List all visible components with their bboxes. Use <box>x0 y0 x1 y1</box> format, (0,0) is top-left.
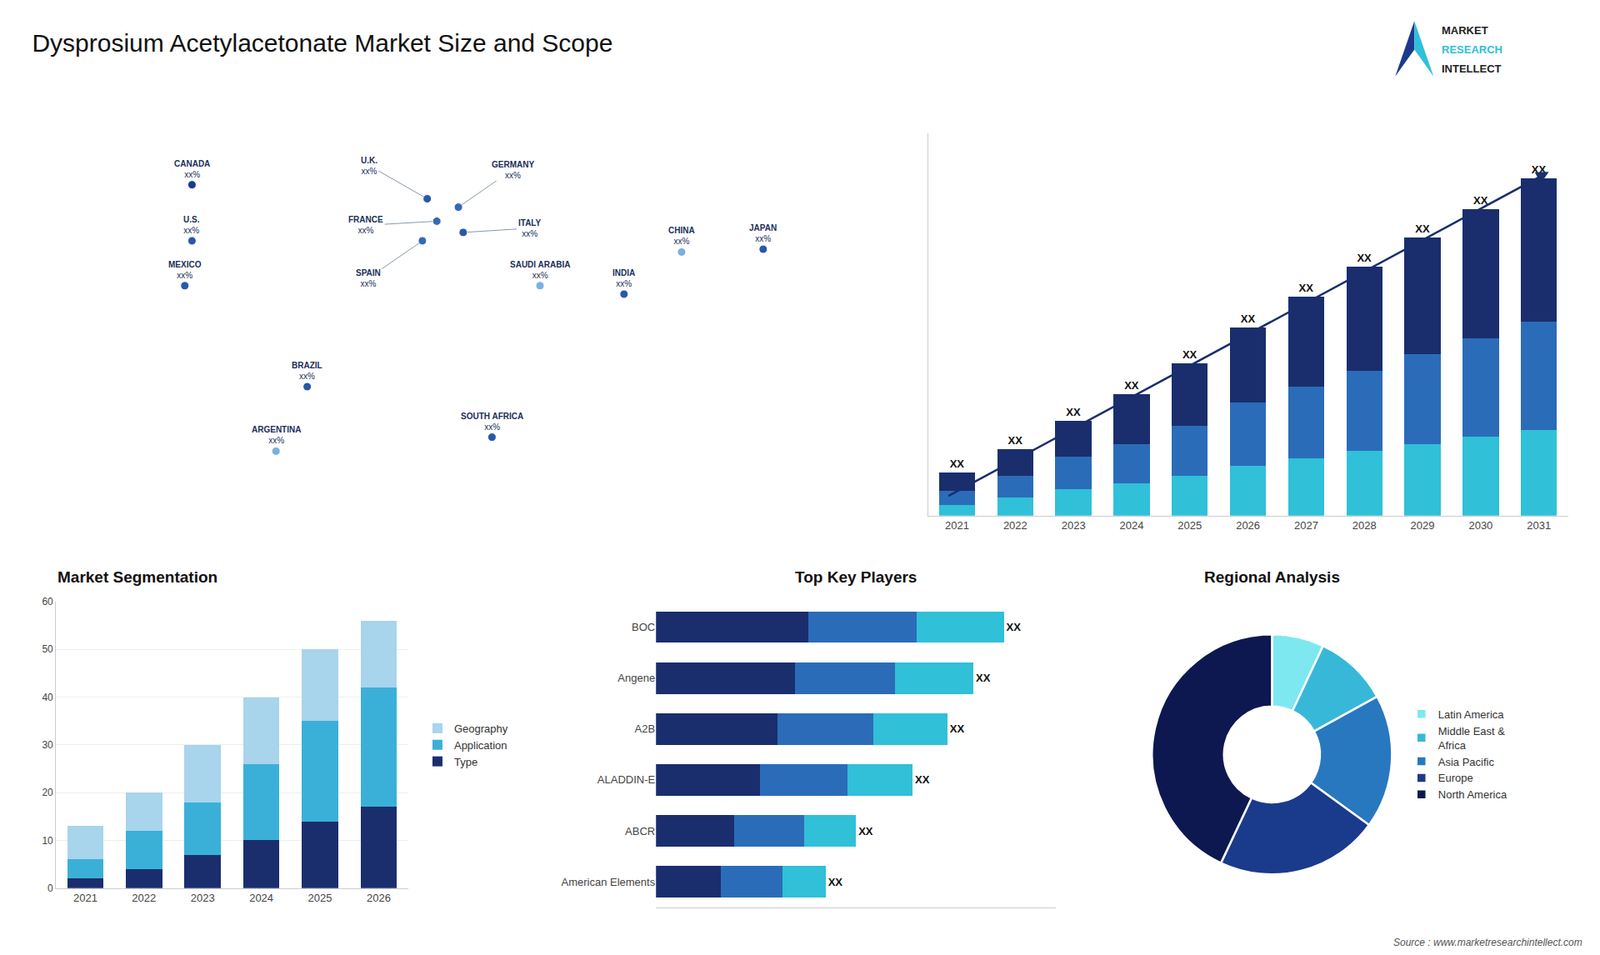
svg-text:XX: XX <box>950 457 965 470</box>
svg-text:XX: XX <box>915 773 930 786</box>
svg-text:INDIAxx%: INDIAxx% <box>612 268 635 289</box>
svg-text:Angene: Angene <box>617 671 655 685</box>
svg-text:Asia Pacific: Asia Pacific <box>1438 755 1495 769</box>
svg-text:MARKET: MARKET <box>1441 24 1489 37</box>
svg-text:XX: XX <box>1299 281 1315 295</box>
svg-text:A2B: A2B <box>635 722 656 735</box>
svg-text:20: 20 <box>41 786 54 799</box>
svg-text:SPAINxx%: SPAINxx% <box>355 268 381 289</box>
svg-text:Middle East &Africa: Middle East &Africa <box>1438 725 1506 752</box>
svg-text:CANADAxx%: CANADAxx% <box>174 159 210 180</box>
svg-text:2021: 2021 <box>945 519 970 532</box>
svg-text:2029: 2029 <box>1410 519 1435 532</box>
svg-text:2023: 2023 <box>190 891 215 905</box>
svg-text:American Elements: American Elements <box>560 875 655 889</box>
svg-text:Regional Analysis: Regional Analysis <box>1204 568 1340 586</box>
svg-text:BOC: BOC <box>631 620 655 634</box>
svg-text:SOUTH AFRICAxx%: SOUTH AFRICAxx% <box>460 411 524 432</box>
svg-text:ITALYxx%: ITALYxx% <box>518 218 542 239</box>
svg-text:2026: 2026 <box>1235 519 1260 532</box>
svg-text:Europe: Europe <box>1438 771 1474 785</box>
svg-text:2030: 2030 <box>1468 519 1493 532</box>
svg-text:XX: XX <box>1240 312 1256 325</box>
svg-text:XX: XX <box>975 671 991 685</box>
svg-text:2021: 2021 <box>73 891 98 905</box>
svg-text:XX: XX <box>1356 251 1372 265</box>
svg-text:CHINAxx%: CHINAxx% <box>668 225 695 246</box>
svg-text:Top Key Players: Top Key Players <box>795 568 917 586</box>
svg-text:Type: Type <box>454 755 478 769</box>
svg-text:ABCR: ABCR <box>625 825 655 838</box>
svg-text:Dysprosium Acetylacetonate Mar: Dysprosium Acetylacetonate Market Size a… <box>31 29 613 57</box>
svg-text:30: 30 <box>41 739 54 751</box>
svg-text:40: 40 <box>41 691 54 704</box>
svg-text:2024: 2024 <box>1119 519 1144 532</box>
svg-text:XX: XX <box>1182 348 1198 361</box>
svg-text:XX: XX <box>828 875 844 889</box>
svg-text:2023: 2023 <box>1061 519 1086 532</box>
svg-text:Geography: Geography <box>454 722 509 735</box>
svg-text:XX: XX <box>1065 405 1081 419</box>
svg-text:INTELLECT: INTELLECT <box>1441 62 1502 75</box>
svg-text:XX: XX <box>858 825 874 838</box>
svg-text:ALADDIN-E: ALADDIN-E <box>597 773 656 786</box>
svg-text:50: 50 <box>41 643 54 655</box>
svg-text:GERMANYxx%: GERMANYxx% <box>491 160 535 180</box>
svg-text:BRAZILxx%: BRAZILxx% <box>291 360 323 381</box>
svg-text:2025: 2025 <box>308 891 333 905</box>
svg-text:XX: XX <box>1124 379 1140 392</box>
svg-text:2022: 2022 <box>131 891 156 905</box>
svg-text:XX: XX <box>1007 434 1023 447</box>
svg-text:2028: 2028 <box>1352 519 1377 532</box>
svg-text:Application: Application <box>454 739 508 752</box>
svg-text:0: 0 <box>47 882 54 895</box>
svg-text:2031: 2031 <box>1526 519 1551 532</box>
svg-text:2025: 2025 <box>1177 519 1202 532</box>
svg-text:U.S.xx%: U.S.xx% <box>183 215 200 235</box>
svg-text:JAPANxx%: JAPANxx% <box>749 223 777 244</box>
svg-text:10: 10 <box>41 835 54 847</box>
svg-text:XX: XX <box>950 722 965 735</box>
svg-text:North America: North America <box>1438 788 1508 801</box>
svg-text:Market Segmentation: Market Segmentation <box>57 568 218 586</box>
svg-text:2026: 2026 <box>366 891 391 905</box>
svg-text:SAUDI ARABIAxx%: SAUDI ARABIAxx% <box>510 260 570 280</box>
svg-text:MEXICOxx%: MEXICOxx% <box>168 260 202 280</box>
svg-text:Latin America: Latin America <box>1438 708 1505 721</box>
svg-text:XX: XX <box>1006 620 1022 634</box>
svg-text:2022: 2022 <box>1003 519 1028 532</box>
svg-text:2024: 2024 <box>249 891 274 905</box>
svg-text:U.K.xx%: U.K.xx% <box>360 155 378 176</box>
svg-text:XX: XX <box>1473 194 1489 207</box>
svg-text:60: 60 <box>41 595 54 608</box>
svg-text:XX: XX <box>1415 222 1430 235</box>
svg-text:XX: XX <box>1531 163 1547 176</box>
svg-text:FRANCExx%: FRANCExx% <box>348 215 384 235</box>
svg-text:Source : www.marketresearchint: Source : www.marketresearchintellect.com <box>1393 936 1583 949</box>
svg-text:RESEARCH: RESEARCH <box>1441 43 1503 56</box>
svg-text:2027: 2027 <box>1294 519 1319 532</box>
svg-text:ARGENTINAxx%: ARGENTINAxx% <box>251 425 301 445</box>
